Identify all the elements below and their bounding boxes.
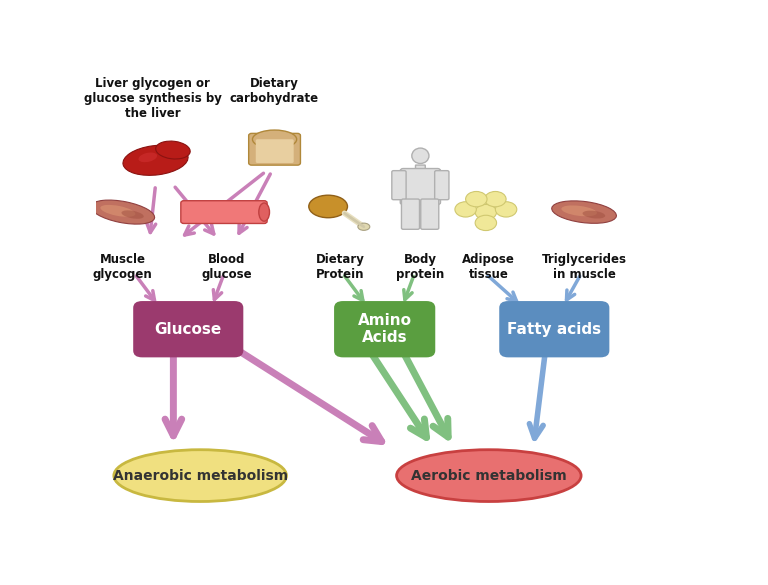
FancyBboxPatch shape — [499, 301, 609, 357]
Ellipse shape — [138, 153, 157, 162]
FancyBboxPatch shape — [334, 301, 435, 357]
FancyBboxPatch shape — [256, 139, 293, 163]
Text: Anaerobic metabolism: Anaerobic metabolism — [113, 469, 288, 483]
Text: Glucose: Glucose — [154, 322, 222, 337]
Ellipse shape — [485, 191, 506, 207]
Ellipse shape — [156, 141, 190, 159]
FancyBboxPatch shape — [400, 168, 441, 205]
Ellipse shape — [396, 450, 581, 501]
FancyBboxPatch shape — [180, 201, 267, 223]
Ellipse shape — [495, 202, 517, 217]
FancyBboxPatch shape — [402, 199, 419, 229]
Ellipse shape — [412, 148, 429, 163]
Text: Adipose
tissue: Adipose tissue — [462, 253, 515, 281]
Ellipse shape — [358, 223, 370, 230]
Text: Fatty acids: Fatty acids — [507, 322, 601, 337]
FancyBboxPatch shape — [415, 165, 425, 173]
Ellipse shape — [475, 204, 497, 220]
Ellipse shape — [465, 191, 487, 207]
Ellipse shape — [475, 215, 497, 230]
Ellipse shape — [253, 130, 296, 149]
Text: Dietary
carbohydrate: Dietary carbohydrate — [230, 77, 319, 105]
Ellipse shape — [561, 205, 597, 216]
Ellipse shape — [583, 211, 605, 219]
Text: Body
protein: Body protein — [396, 253, 445, 281]
Ellipse shape — [551, 201, 617, 223]
FancyBboxPatch shape — [249, 133, 300, 165]
Text: Blood
glucose: Blood glucose — [202, 253, 252, 281]
Ellipse shape — [259, 203, 270, 221]
Text: Dietary
Protein: Dietary Protein — [316, 253, 365, 281]
Text: Liver glycogen or
glucose synthesis by
the liver: Liver glycogen or glucose synthesis by t… — [84, 77, 221, 120]
FancyBboxPatch shape — [133, 301, 243, 357]
Text: Aerobic metabolism: Aerobic metabolism — [411, 469, 567, 483]
FancyBboxPatch shape — [421, 199, 439, 229]
Ellipse shape — [123, 145, 188, 176]
FancyBboxPatch shape — [435, 171, 449, 199]
Ellipse shape — [455, 202, 476, 217]
Ellipse shape — [114, 450, 286, 501]
Ellipse shape — [101, 205, 135, 217]
Ellipse shape — [309, 195, 347, 218]
Ellipse shape — [91, 200, 154, 224]
Text: Amino
Acids: Amino Acids — [358, 313, 412, 345]
Text: Muscle
glycogen: Muscle glycogen — [93, 253, 153, 281]
FancyBboxPatch shape — [392, 171, 406, 199]
Text: Triglycerides
in muscle: Triglycerides in muscle — [541, 253, 627, 281]
Ellipse shape — [121, 211, 144, 219]
